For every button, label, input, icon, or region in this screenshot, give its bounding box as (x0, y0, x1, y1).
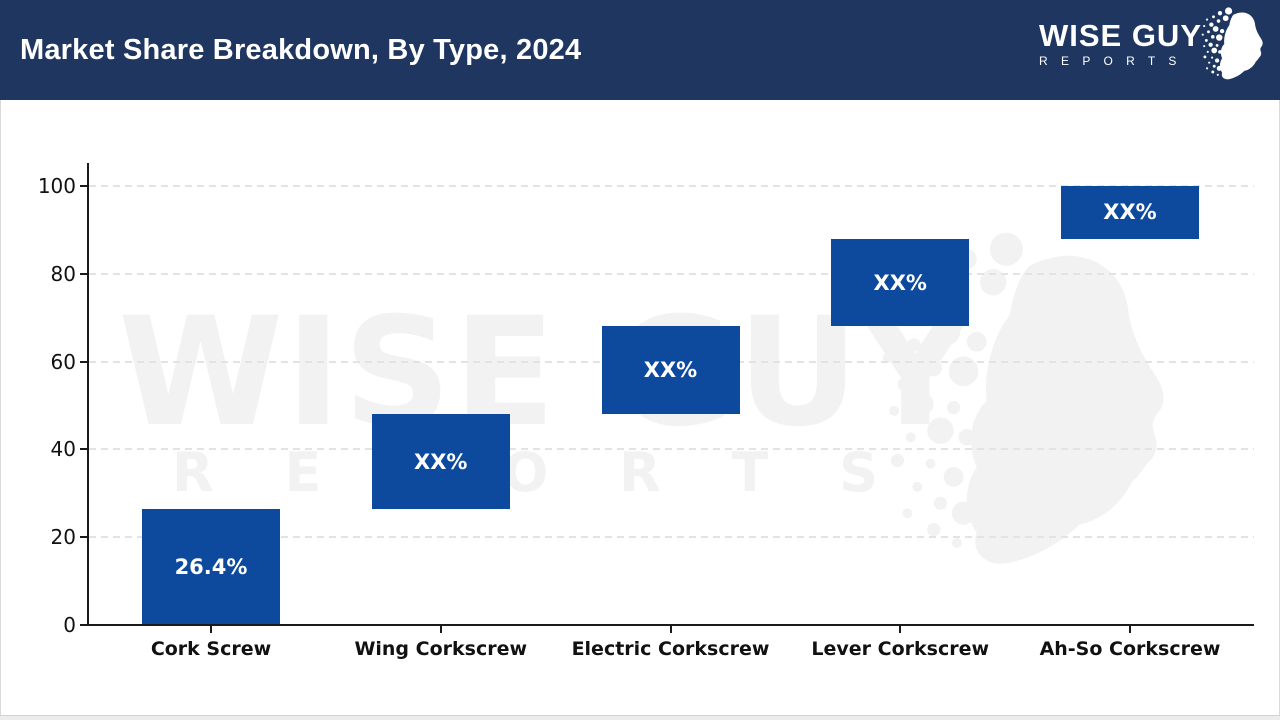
x-category-label: Ah-So Corkscrew (1039, 638, 1221, 660)
y-tick-mark (80, 536, 87, 539)
y-tick-label: 40 (50, 437, 76, 462)
bar-value-label: XX% (873, 270, 927, 295)
bar (601, 326, 740, 415)
y-tick-label: 100 (37, 174, 76, 198)
y-axis-line (87, 163, 89, 626)
y-tick-mark (80, 448, 87, 451)
y-tick-mark (80, 272, 87, 275)
y-tick-label: 0 (63, 613, 76, 637)
watermark-text: WISE GUY (118, 286, 972, 460)
x-category-label: Lever Corkscrew (811, 638, 990, 660)
x-tick-mark (210, 626, 212, 633)
bar-value-label: 26.4% (174, 555, 248, 580)
brand-name: WISE GUY (1038, 18, 1202, 54)
footer-strip (0, 715, 1280, 720)
y-tick-label: 80 (50, 261, 76, 286)
gridline (89, 185, 1254, 187)
brand-tagline: R E P O R T S (1038, 53, 1182, 68)
bar-value-label: XX% (643, 358, 698, 383)
x-tick-mark (439, 626, 442, 633)
y-tick-label: 20 (50, 525, 76, 550)
x-axis-line (87, 624, 1254, 626)
bar (831, 238, 970, 327)
bar (371, 414, 510, 510)
y-tick-mark (80, 360, 87, 363)
y-tick-mark (80, 185, 87, 187)
x-category-label: Wing Corkscrew (354, 638, 528, 660)
x-category-label: Electric Corkscrew (571, 638, 770, 660)
gridline (89, 272, 1254, 275)
x-category-label: Cork Screw (150, 638, 272, 660)
y-tick-mark (80, 624, 87, 626)
gridline (89, 536, 1254, 539)
bar (1061, 186, 1199, 239)
gridline (89, 448, 1254, 451)
bar-value-label: XX% (414, 449, 468, 474)
header-bar: Market Share Breakdown, By Type, 2024 WI… (0, 0, 1280, 100)
x-tick-mark (899, 626, 902, 633)
watermark-tagline: R E P O R T S (172, 441, 905, 504)
brand-logo: WISE GUY R E P O R T S (1039, 6, 1266, 82)
x-tick-mark (669, 626, 672, 633)
y-tick-label: 60 (50, 349, 76, 374)
x-tick-mark (1129, 626, 1131, 633)
page-left-border (0, 100, 1, 720)
bar-value-label: XX% (1103, 200, 1157, 225)
bar (142, 509, 280, 625)
plot-area: 0 20 40 60 80 100 26.4% Cork Screw XX% Wing Corks… (0, 100, 1280, 715)
page-title: Market Share Breakdown, By Type, 2024 (20, 33, 582, 66)
brand-logo-text: WISE GUY R E P O R T S (1039, 20, 1202, 68)
brand-head-icon (1201, 7, 1263, 80)
